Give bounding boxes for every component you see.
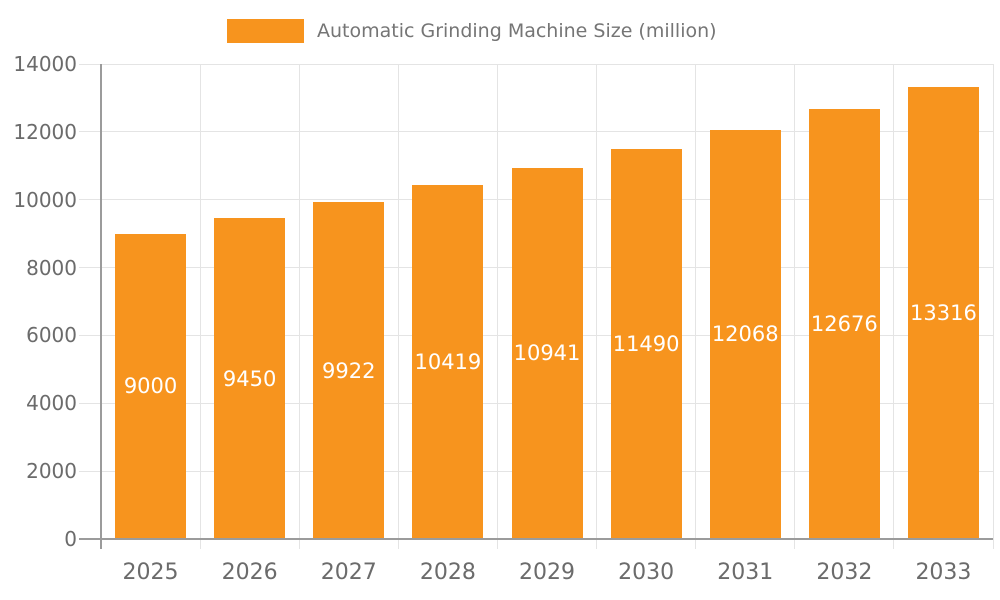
- x-tick-label: 2033: [915, 560, 972, 585]
- x-tick-label: 2028: [419, 560, 476, 585]
- gridline-v: [199, 64, 201, 549]
- y-tick-label: 4000: [26, 391, 77, 416]
- x-tick-label: 2032: [816, 560, 873, 585]
- gridline-h: [79, 63, 993, 65]
- bar: [808, 108, 880, 539]
- x-tick-label: 2030: [618, 560, 675, 585]
- x-tick-label: 2025: [122, 560, 179, 585]
- x-axis-line: [79, 538, 993, 540]
- bar-value-label: 12068: [711, 322, 779, 347]
- x-tick-label: 2026: [221, 560, 278, 585]
- gridline-h: [79, 131, 993, 133]
- legend-label: Automatic Grinding Machine Size (million…: [317, 20, 717, 42]
- bar: [313, 202, 385, 539]
- bar: [511, 167, 583, 539]
- bar-value-label: 9922: [322, 358, 376, 383]
- legend-swatch: [227, 19, 304, 43]
- bar-value-label: 10941: [513, 341, 581, 366]
- gridline-v: [695, 64, 697, 549]
- bar: [610, 149, 682, 539]
- bar: [412, 185, 484, 539]
- gridline-v: [397, 64, 399, 549]
- bar-value-label: 10419: [414, 350, 482, 375]
- y-tick-label: 10000: [13, 187, 77, 212]
- y-tick-label: 2000: [26, 459, 77, 484]
- gridline-v: [893, 64, 895, 549]
- bar-value-label: 13316: [910, 301, 977, 326]
- gridline-v: [496, 64, 498, 549]
- y-axis-line: [100, 64, 102, 549]
- bar-value-label: 9000: [123, 374, 178, 399]
- legend: Automatic Grinding Machine Size (million…: [227, 19, 717, 43]
- bar-value-label: 11490: [612, 332, 680, 357]
- gridline-v: [794, 64, 796, 549]
- bar-value-label: 9450: [222, 366, 277, 391]
- x-tick-label: 2027: [320, 560, 377, 585]
- bar-value-label: 12676: [810, 311, 878, 336]
- bar: [115, 233, 187, 539]
- y-tick-label: 6000: [26, 323, 77, 348]
- gridline-v: [992, 64, 994, 549]
- gridline-v: [596, 64, 598, 549]
- bar: [907, 87, 979, 539]
- x-tick-label: 2029: [519, 560, 575, 585]
- y-tick-label: 8000: [26, 255, 77, 280]
- bar: [709, 129, 781, 539]
- y-tick-label: 12000: [13, 119, 77, 144]
- gridline-v: [298, 64, 300, 549]
- bar: [214, 218, 286, 539]
- y-tick-label: 14000: [13, 52, 77, 76]
- x-tick-label: 2031: [717, 560, 774, 585]
- y-tick-label: 0: [64, 527, 77, 551]
